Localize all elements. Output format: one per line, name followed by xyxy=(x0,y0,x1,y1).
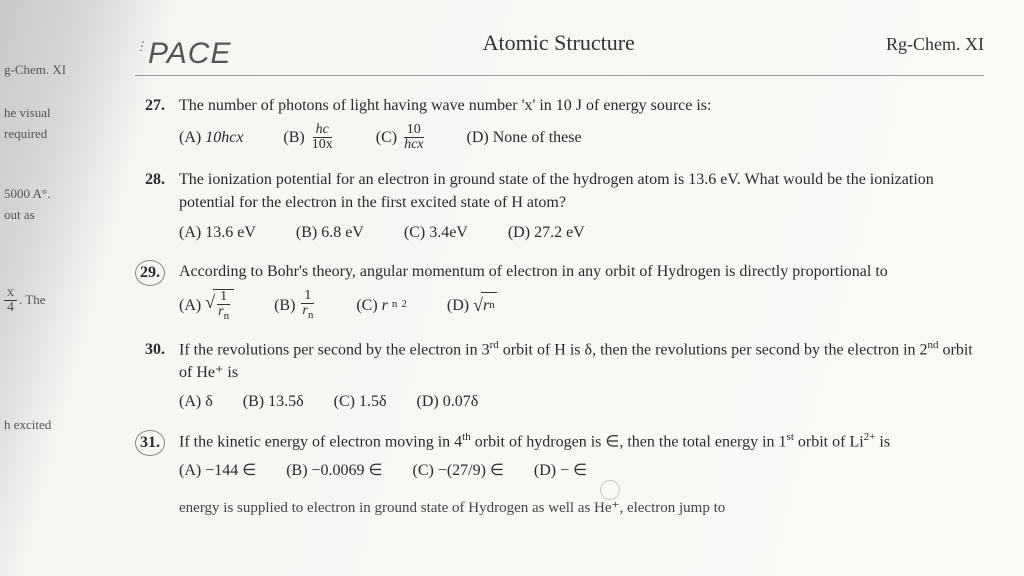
margin-fraction: x4 . The xyxy=(4,286,97,315)
question-body: The number of photons of light having wa… xyxy=(179,94,984,152)
pen-mark xyxy=(600,480,620,500)
option-b: (B) 6.8 eV xyxy=(296,221,364,244)
margin-text: h excited xyxy=(4,415,97,436)
question-29: 29. According to Bohr's theory, angular … xyxy=(135,260,984,322)
question-text: The ionization potential for an electron… xyxy=(179,168,984,214)
options-row: (A) 13.6 eV (B) 6.8 eV (C) 3.4eV (D) 27.… xyxy=(179,221,984,244)
question-31: 31. If the kinetic energy of electron mo… xyxy=(135,430,984,483)
brand-logo: ⋮PACE xyxy=(135,37,231,71)
page-header: ⋮PACE Atomic Structure Rg-Chem. XI xyxy=(135,30,984,76)
question-27: 27. The number of photons of light havin… xyxy=(135,94,984,152)
option-d: (D) None of these xyxy=(467,123,582,152)
options-row: (A) −144 ∈ (B) −0.0069 ∈ (C) −(27/9) ∈ (… xyxy=(179,459,984,482)
question-body: The ionization potential for an electron… xyxy=(179,168,984,244)
question-28: 28. The ionization potential for an elec… xyxy=(135,168,984,244)
question-text: According to Bohr's theory, angular mome… xyxy=(179,260,984,283)
question-text: The number of photons of light having wa… xyxy=(179,94,984,117)
question-number: 31. xyxy=(135,430,165,456)
question-body: If the kinetic energy of electron moving… xyxy=(179,430,984,483)
option-b: (B) 1rn xyxy=(274,289,316,322)
option-c: (C) 10hcx xyxy=(376,123,427,152)
option-a: (A) δ xyxy=(179,390,213,413)
question-number: 30. xyxy=(135,338,165,414)
option-c: (C) −(27/9) ∈ xyxy=(412,459,503,482)
option-c: (C) rn2 xyxy=(356,289,407,322)
options-row: (A) 10hcx (B) hc10x (C) 10hcx (D) None o… xyxy=(179,123,984,152)
question-body: According to Bohr's theory, angular mome… xyxy=(179,260,984,322)
margin-text: 5000 A°. out as xyxy=(4,184,97,226)
option-c: (C) 3.4eV xyxy=(404,221,468,244)
options-row: (A) δ (B) 13.5δ (C) 1.5δ (D) 0.07δ xyxy=(179,390,984,413)
question-number: 28. xyxy=(135,168,165,244)
option-b: (B) −0.0069 ∈ xyxy=(286,459,382,482)
option-b: (B) hc10x xyxy=(283,123,335,152)
chapter-title: Atomic Structure xyxy=(231,30,886,56)
question-text: If the revolutions per second by the ele… xyxy=(179,338,984,385)
option-a: (A) 10hcx xyxy=(179,123,243,152)
question-body: If the revolutions per second by the ele… xyxy=(179,338,984,414)
option-a: (A) 1rn xyxy=(179,289,234,322)
option-c: (C) 1.5δ xyxy=(334,390,387,413)
option-d: (D) 0.07δ xyxy=(417,390,479,413)
option-b: (B) 13.5δ xyxy=(243,390,304,413)
margin-text: he visual required xyxy=(4,103,97,145)
book-reference: Rg-Chem. XI xyxy=(886,34,984,55)
option-d: (D) rn xyxy=(447,289,497,322)
question-number: 29. xyxy=(135,260,165,286)
margin-text: g-Chem. XI xyxy=(4,60,97,81)
left-margin-notes: g-Chem. XI he visual required 5000 A°. o… xyxy=(0,0,105,576)
option-d: (D) − ∈ xyxy=(534,459,587,482)
page-content: ⋮PACE Atomic Structure Rg-Chem. XI 27. T… xyxy=(115,10,1014,576)
option-d: (D) 27.2 eV xyxy=(508,221,585,244)
options-row: (A) 1rn (B) 1rn (C) rn2 (D) rn xyxy=(179,289,984,322)
question-number: 27. xyxy=(135,94,165,152)
question-30: 30. If the revolutions per second by the… xyxy=(135,338,984,414)
option-a: (A) −144 ∈ xyxy=(179,459,256,482)
question-text: If the kinetic energy of electron moving… xyxy=(179,430,984,454)
option-a: (A) 13.6 eV xyxy=(179,221,256,244)
cutoff-text: energy is supplied to electron in ground… xyxy=(179,498,984,517)
